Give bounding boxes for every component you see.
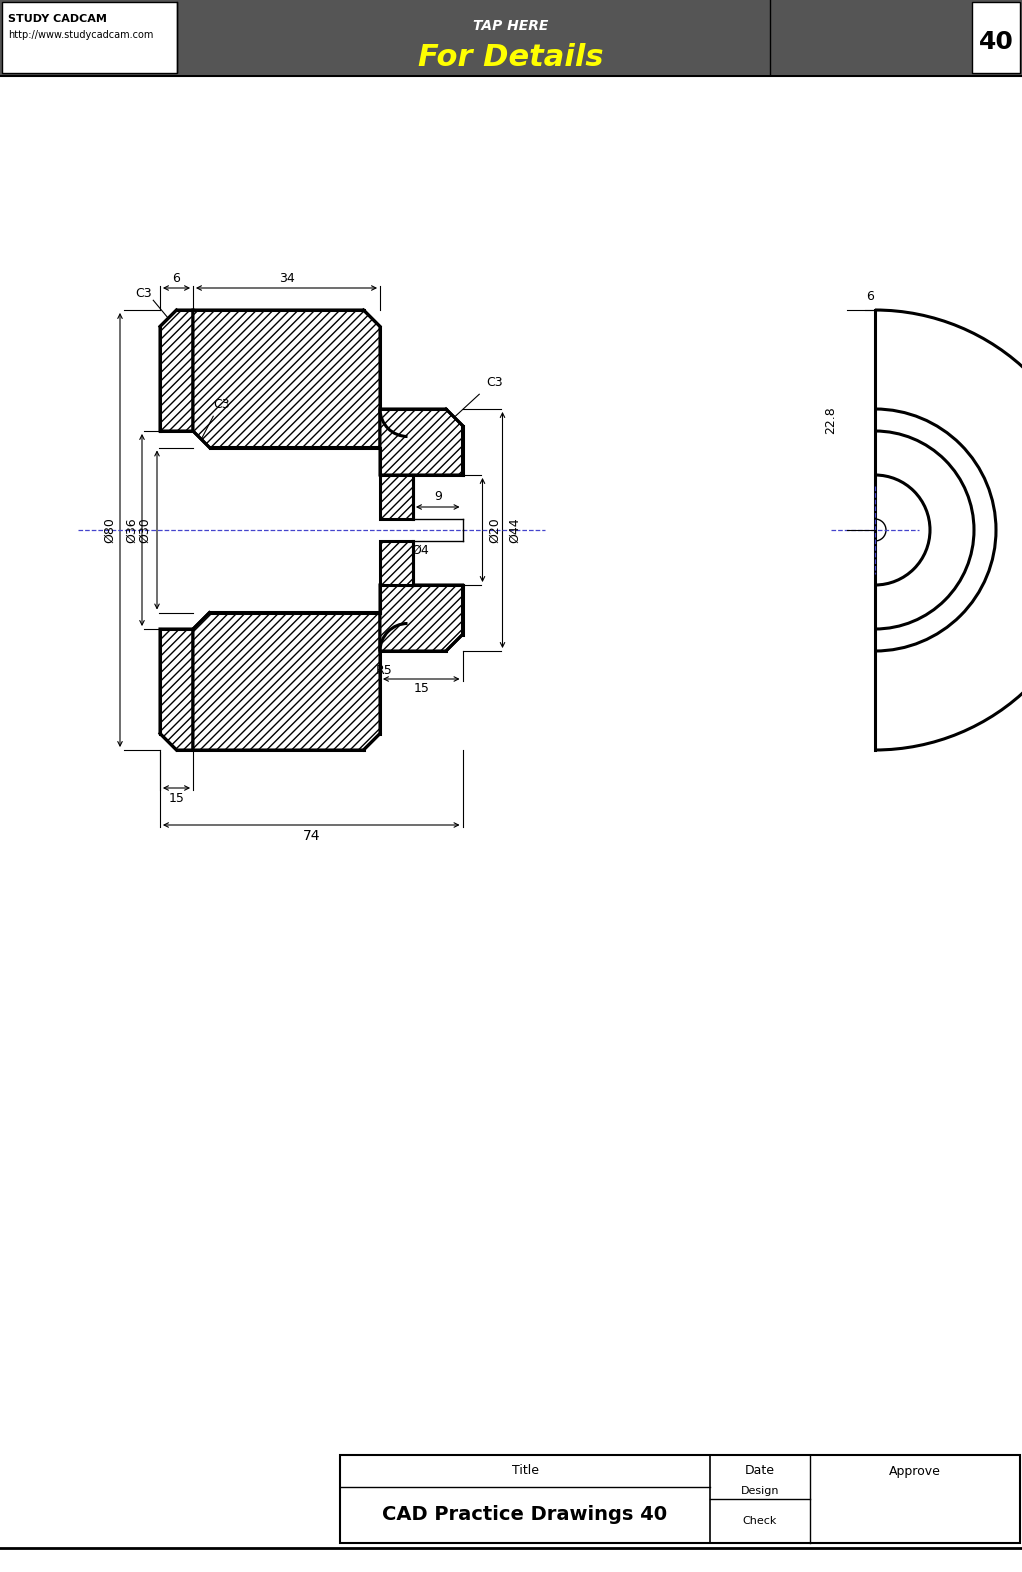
Bar — [0, 0, 1022, 75]
Text: Ø20: Ø20 — [487, 517, 501, 542]
Text: Title: Title — [511, 1465, 539, 1478]
Text: C3: C3 — [485, 376, 503, 388]
Text: TAP HERE: TAP HERE — [473, 19, 549, 33]
Text: Ø30: Ø30 — [139, 517, 151, 542]
Text: 22.8: 22.8 — [825, 406, 837, 434]
Text: 15: 15 — [413, 682, 429, 695]
Bar — [2, 2, 177, 72]
Text: C3: C3 — [213, 398, 230, 410]
Text: For Details: For Details — [418, 44, 604, 72]
Text: Ø36: Ø36 — [126, 517, 139, 542]
Polygon shape — [193, 310, 380, 448]
Text: http://www.studycadcam.com: http://www.studycadcam.com — [8, 30, 153, 39]
Text: CAD Practice Drawings 40: CAD Practice Drawings 40 — [382, 1506, 667, 1525]
Text: Ø80: Ø80 — [103, 517, 117, 542]
Polygon shape — [380, 585, 463, 651]
Text: Ø44: Ø44 — [508, 517, 521, 542]
Polygon shape — [380, 475, 413, 519]
Text: 9: 9 — [433, 490, 442, 503]
Bar — [972, 2, 1020, 72]
Text: Date: Date — [745, 1465, 775, 1478]
Text: 34: 34 — [279, 272, 294, 285]
Text: Ø4: Ø4 — [411, 544, 428, 556]
Text: R5: R5 — [375, 663, 392, 676]
Text: Design: Design — [741, 1486, 779, 1497]
Polygon shape — [193, 613, 380, 750]
Text: Check: Check — [743, 1515, 777, 1526]
Text: 6: 6 — [173, 272, 181, 285]
Polygon shape — [380, 541, 413, 585]
Polygon shape — [380, 409, 463, 475]
Text: C3: C3 — [135, 286, 151, 300]
Bar — [645, 300, 875, 759]
Bar — [340, 1456, 1020, 1544]
Polygon shape — [160, 310, 193, 431]
Text: 40: 40 — [978, 30, 1014, 53]
Polygon shape — [160, 629, 193, 750]
Text: STUDY CADCAM: STUDY CADCAM — [8, 14, 107, 24]
Text: 74: 74 — [303, 828, 320, 843]
Text: 6: 6 — [866, 289, 874, 302]
Text: 15: 15 — [169, 791, 184, 805]
Text: Approve: Approve — [889, 1465, 941, 1478]
